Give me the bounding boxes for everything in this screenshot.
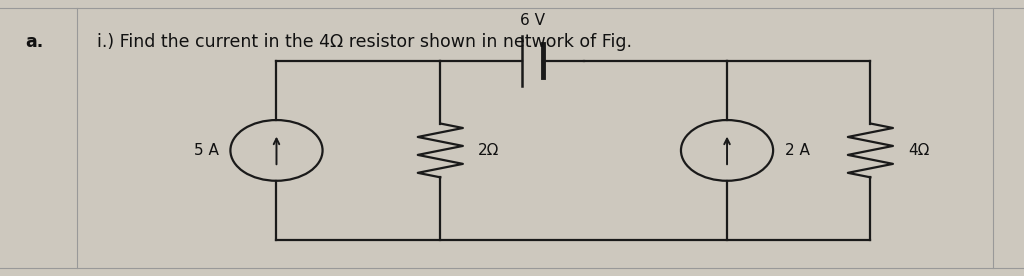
Text: 6 V: 6 V — [520, 13, 545, 28]
Text: 2Ω: 2Ω — [478, 143, 500, 158]
Text: 5 A: 5 A — [194, 143, 218, 158]
Text: a.: a. — [26, 33, 44, 51]
Text: i.) Find the current in the 4Ω resistor shown in network of Fig.: i.) Find the current in the 4Ω resistor … — [97, 33, 632, 51]
Text: 4Ω: 4Ω — [908, 143, 930, 158]
Text: 2 A: 2 A — [785, 143, 810, 158]
